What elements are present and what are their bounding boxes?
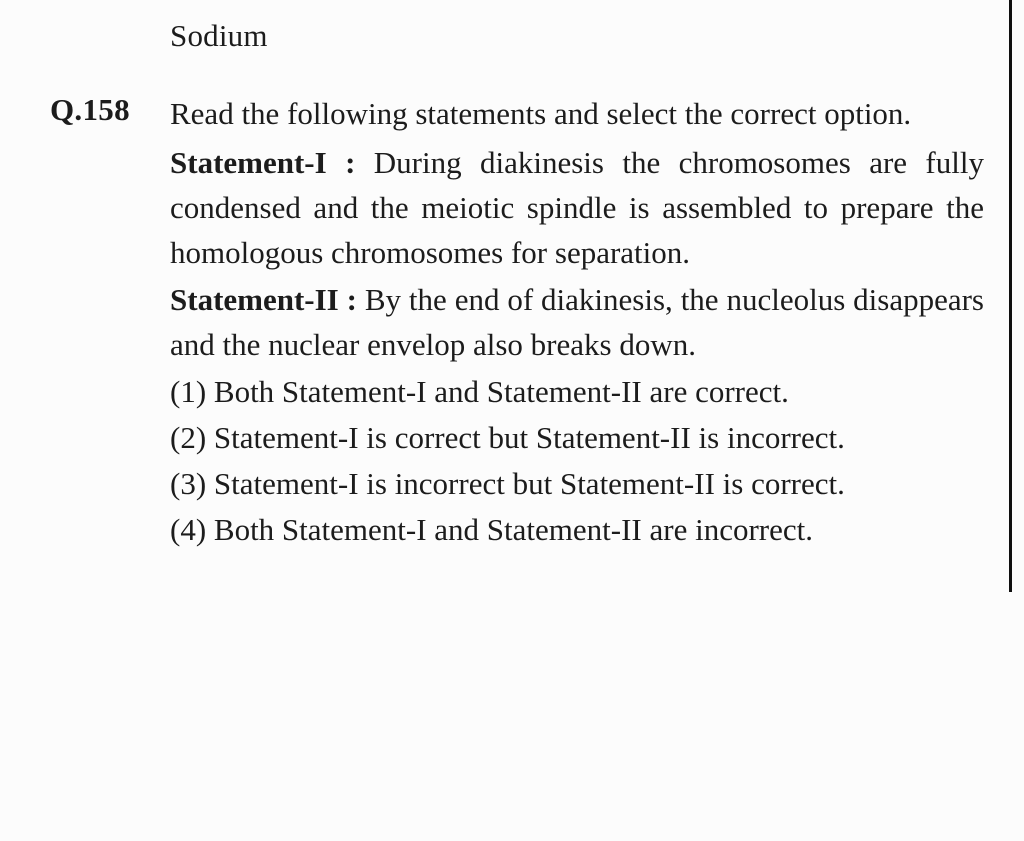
option-2: (2) Statement-I is correct but Statement… — [170, 416, 984, 460]
option-3: (3) Statement-I is incorrect but Stateme… — [170, 462, 984, 506]
option-4: (4) Both Statement-I and Statement-II ar… — [170, 508, 984, 552]
option-1: (1) Both Statement-I and Statement-II ar… — [170, 370, 984, 414]
question-intro: Read the following statements and select… — [170, 92, 984, 137]
statement-1: Statement-I : During diakinesis the chro… — [170, 141, 984, 276]
header-text: Sodium — [170, 18, 984, 54]
question-number: Q.158 — [50, 92, 170, 128]
statement-2: Statement-II : By the end of diakinesis,… — [170, 278, 984, 368]
statement-2-label: Statement-II : — [170, 282, 357, 317]
page-container: Sodium Q.158 Read the following statemen… — [0, 0, 1024, 592]
question-body: Read the following statements and select… — [170, 92, 984, 552]
question-block: Q.158 Read the following statements and … — [50, 92, 984, 552]
statement-1-label: Statement-I : — [170, 145, 355, 180]
right-border — [1009, 0, 1012, 592]
